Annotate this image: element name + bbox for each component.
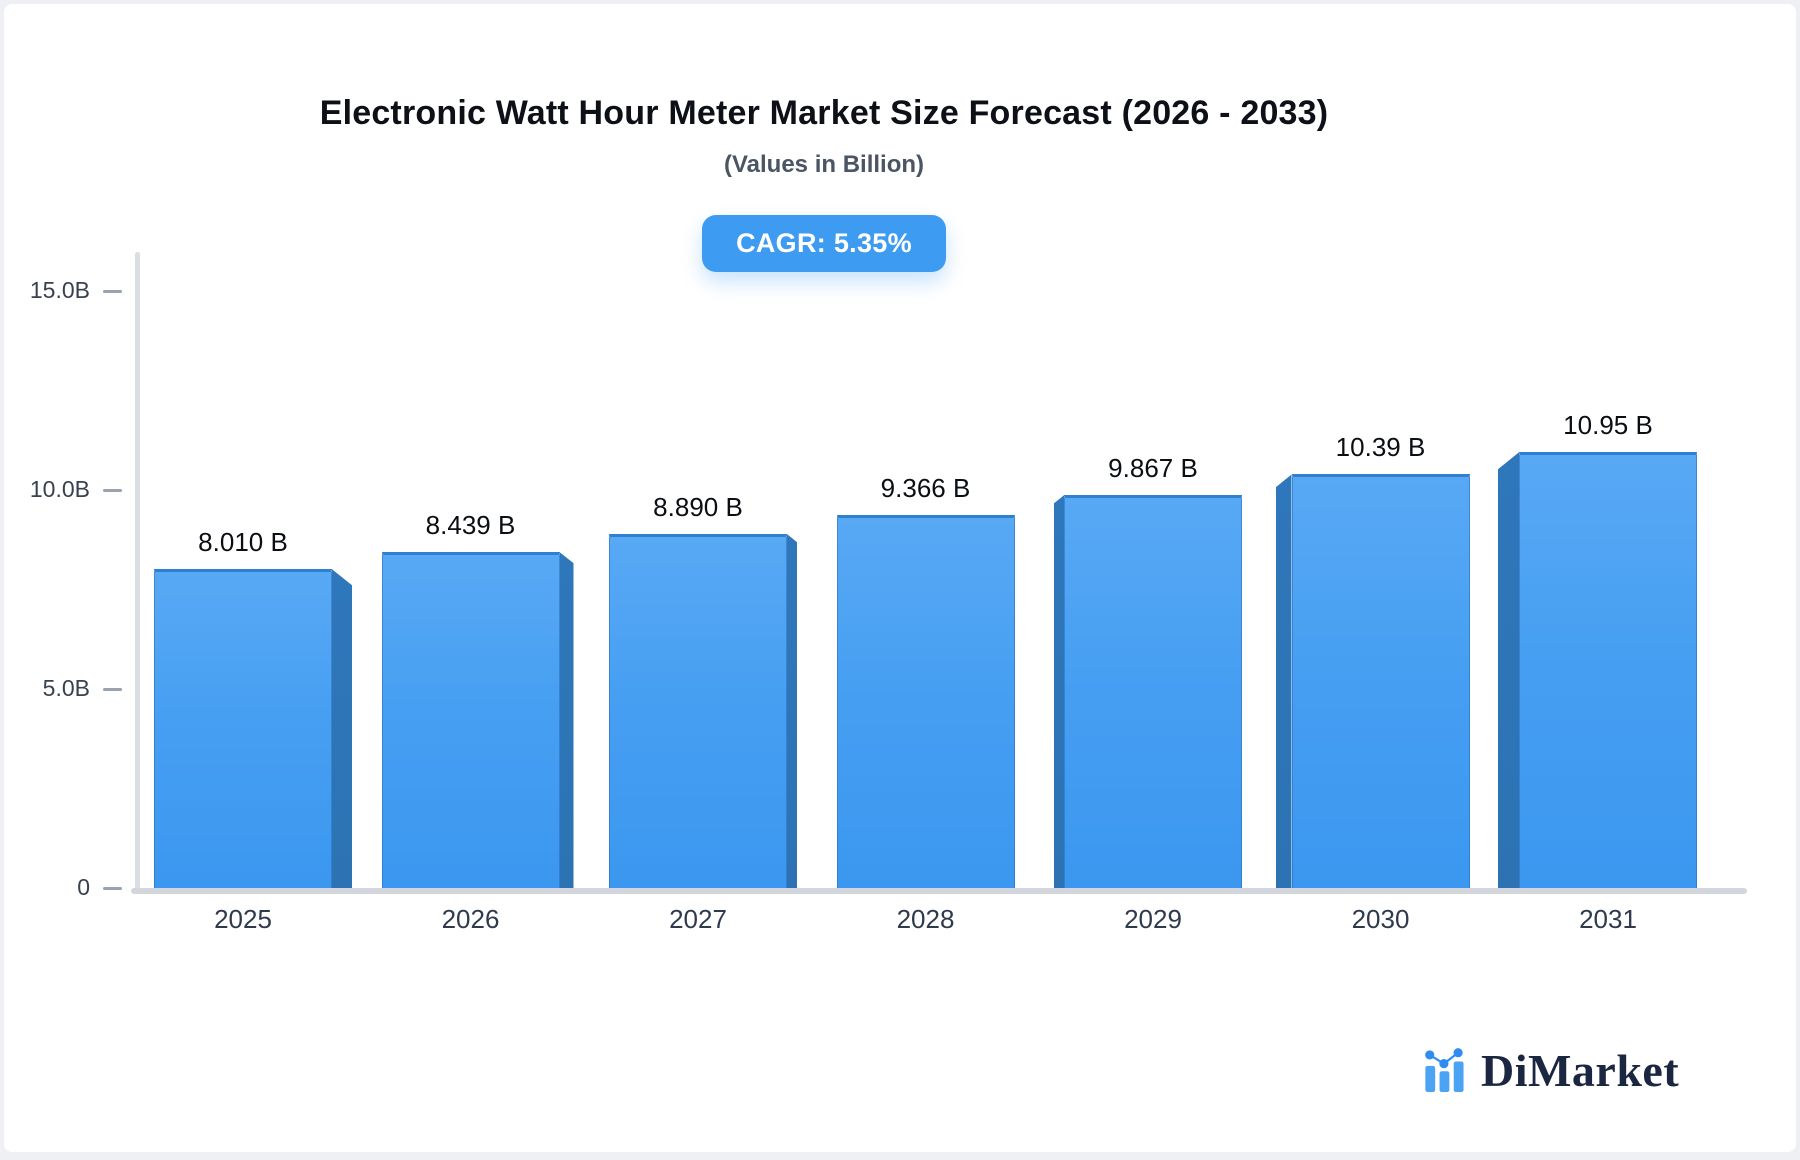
bar-2028 [836,515,1015,888]
bar-value-label: 10.39 B [1335,432,1426,463]
y-axis-tick-label: 15.0B [29,277,90,303]
bar-side-3d [1054,495,1064,888]
x-axis-line [131,888,1747,894]
bar-value-label: 9.867 B [1108,453,1198,484]
x-axis-category-label: 2030 [1351,904,1410,934]
y-axis-tick-label: 10.0B [29,476,90,502]
chart-title: Electronic Watt Hour Meter Market Size F… [319,94,1329,132]
bar-side-3d [559,552,574,888]
chart-header: Electronic Watt Hour Meter Market Size F… [4,4,1644,272]
bar-chart-plot: 0 5.0B 10.0B 15.0B 8.010 B 2025 8.439 B 2026 8.8… [4,4,1800,1160]
y-axis-tick [103,886,122,890]
bar-value-label: 8.010 B [198,527,288,558]
bar-value-label: 8.439 B [425,510,516,541]
bar-value-label: 10.95 B [1563,410,1653,441]
chart-subtitle: (Values in Billion) [723,151,925,178]
bar-side-3d [1275,474,1292,888]
y-axis-line [135,252,140,890]
brand-logo: DiMarket [1424,1040,1679,1100]
x-axis-category-label: 2025 [214,904,272,934]
bar-chart-logo-icon [1424,1044,1466,1097]
x-axis-category-label: 2027 [669,904,727,934]
cagr-badge: CAGR: 5.35% [702,215,946,272]
bar-2025 [154,569,332,888]
y-axis-tick [103,488,122,492]
x-axis-category-label: 2028 [896,904,955,934]
bar-side-3d [1498,452,1519,888]
bar-2030 [1291,474,1470,888]
x-axis-category-label: 2029 [1124,904,1182,934]
y-axis-tick [103,687,122,691]
chart-card: 0 5.0B 10.0B 15.0B 8.010 B 2025 8.439 B 2026 8.8… [4,4,1796,1152]
brand-logo-text: DiMarket [1481,1044,1680,1096]
bar-value-label: 9.366 B [880,473,971,504]
y-axis-tick-label: 0 [77,874,90,900]
x-axis-category-label: 2026 [441,904,500,934]
bar-2027 [609,534,787,888]
bar-side-3d [332,569,352,888]
bar-value-label: 8.890 B [653,492,743,523]
bar-2031 [1519,452,1697,888]
y-axis-tick [103,289,122,293]
bar-side-3d [787,534,797,888]
bar-2026 [381,552,560,888]
bar-2029 [1064,495,1242,888]
y-axis-tick-label: 5.0B [42,675,90,701]
x-axis-category-label: 2031 [1579,904,1637,934]
